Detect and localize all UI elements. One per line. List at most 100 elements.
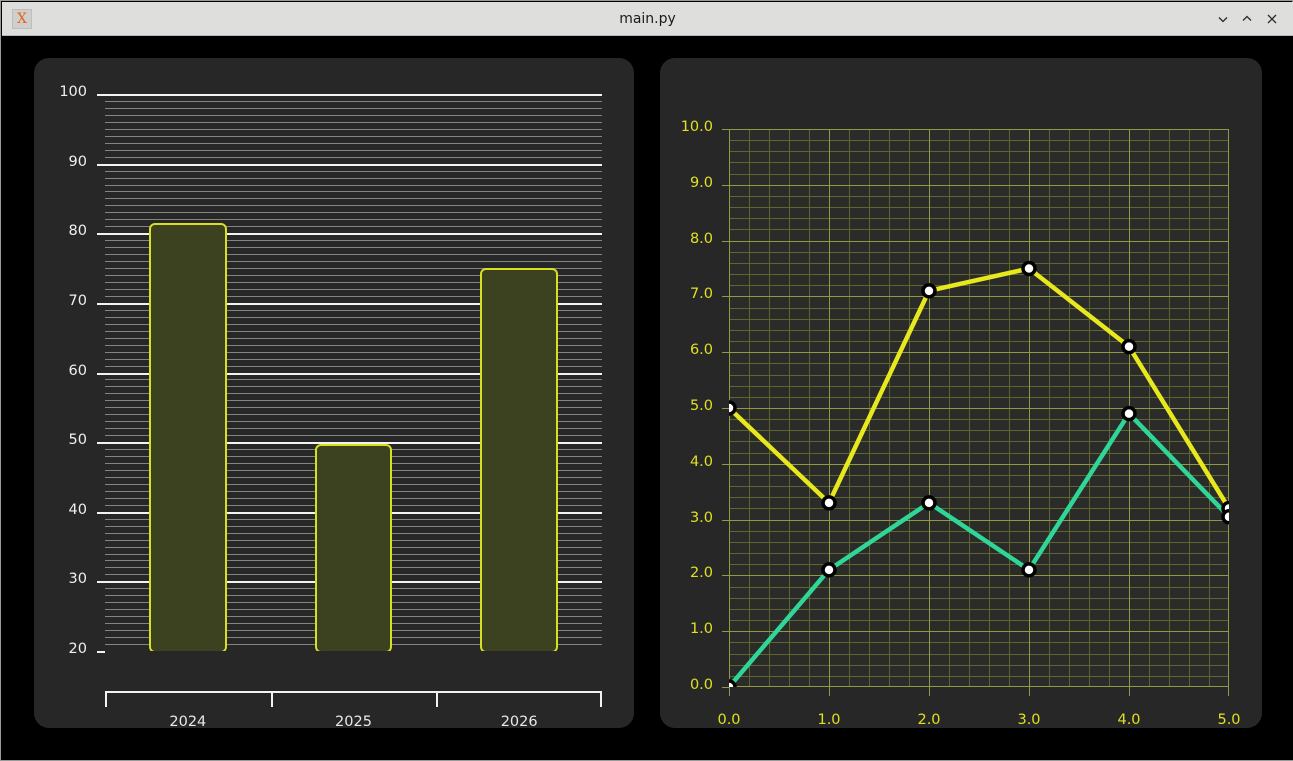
line-chart-minor-gridline-h	[729, 363, 1229, 365]
bar-chart-minor-gridline	[105, 365, 602, 367]
line-chart-data-point-marker[interactable]	[921, 283, 937, 299]
line-chart-y-tick	[722, 352, 729, 354]
line-chart-minor-gridline-h	[729, 374, 1229, 376]
line-chart-data-point-marker[interactable]	[1021, 562, 1037, 578]
bar-chart-x-tick	[600, 693, 602, 707]
bar-chart-x-tick-label: 2024	[169, 714, 207, 730]
line-chart-y-tick	[722, 129, 729, 130]
line-chart-data-point-marker[interactable]	[729, 679, 737, 687]
line-chart-data-point-marker[interactable]	[1021, 260, 1037, 277]
line-chart-x-tick-label: 0.0	[717, 712, 741, 728]
line-chart-major-gridline-v	[1228, 129, 1229, 687]
line-chart-major-gridline-h	[729, 129, 1229, 130]
bar-chart-minor-gridline	[105, 114, 602, 116]
bar-chart-minor-gridline	[105, 379, 602, 381]
bar-chart-minor-gridline	[105, 149, 602, 151]
bar-chart-minor-gridline	[105, 337, 602, 339]
bar-chart-minor-gridline	[105, 107, 602, 109]
bar-chart-y-tick	[97, 651, 105, 653]
line-chart-minor-gridline-h	[729, 564, 1229, 566]
bar-chart-minor-gridline	[105, 435, 602, 437]
line-chart-y-tick-label: 9.0	[689, 174, 713, 191]
bar-chart-y-tick-label: 30	[68, 571, 87, 588]
line-chart-minor-gridline-h	[729, 497, 1229, 499]
bar-chart-minor-gridline	[105, 177, 602, 179]
line-chart-major-gridline-h	[729, 296, 1229, 298]
title-bar[interactable]: X main.py	[2, 2, 1293, 36]
line-chart-minor-gridline-h	[729, 608, 1229, 610]
line-chart-data-point-marker[interactable]	[1121, 405, 1137, 422]
line-chart-y-tick	[722, 463, 729, 465]
line-chart-minor-gridline-h	[729, 162, 1229, 164]
line-chart-y-tick	[722, 519, 729, 521]
line-chart-minor-gridline-h	[729, 307, 1229, 309]
line-chart-y-tick-label: 0.0	[689, 677, 713, 693]
bar-chart-minor-gridline	[105, 414, 602, 416]
line-chart-data-point-marker[interactable]	[821, 495, 837, 511]
line-chart-major-gridline-h	[729, 686, 1229, 687]
bar-chart-y-tick	[97, 302, 105, 305]
bar-chart-bar[interactable]	[148, 222, 227, 651]
bar-chart-minor-gridline	[105, 351, 602, 353]
line-chart-series-line	[729, 411, 1229, 687]
line-chart-data-point-marker[interactable]	[821, 562, 837, 578]
line-chart-data-point-marker[interactable]	[1121, 338, 1137, 355]
bar-chart-minor-gridline	[105, 191, 602, 193]
line-chart-major-gridline-h	[729, 408, 1229, 409]
line-chart-minor-gridline-h	[729, 474, 1229, 476]
bar-chart-y-tick	[97, 581, 105, 584]
bar-chart-major-gridline	[105, 163, 602, 166]
bar-chart-minor-gridline	[105, 421, 602, 423]
line-chart-x-tick-label: 5.0	[1217, 712, 1241, 728]
bar-chart-y-tick-label: 100	[59, 84, 87, 100]
bar-chart-major-gridline	[105, 94, 602, 96]
bar-chart-y-tick	[97, 372, 105, 375]
bar-chart-bar[interactable]	[480, 268, 559, 651]
bar-chart-x-axis-line	[105, 691, 602, 693]
line-chart-minor-gridline-h	[729, 151, 1229, 153]
line-chart-minor-gridline-h	[729, 274, 1229, 276]
line-chart-major-gridline-v	[929, 129, 930, 687]
bar-chart-minor-gridline	[105, 170, 602, 172]
line-chart-series-layer	[729, 260, 1229, 687]
bar-chart-plot-area	[105, 94, 602, 651]
line-chart-minor-gridline-h	[729, 486, 1229, 488]
charts-content-area: 100 90 80 70 60 50 40 30 20 2024 2025 2026 0.0 1.0 2.…	[2, 36, 1293, 760]
line-chart-minor-gridline-h	[729, 207, 1229, 209]
minimize-button[interactable]	[1213, 9, 1233, 29]
line-chart-y-tick	[722, 575, 729, 577]
line-chart-y-tick-label: 2.0	[689, 565, 713, 582]
line-chart-data-point-marker[interactable]	[729, 400, 737, 416]
bar-chart-minor-gridline	[105, 198, 602, 200]
bar-chart-major-gridline	[105, 302, 602, 305]
bar-chart-y-tick-label: 70	[68, 292, 87, 309]
close-button[interactable]	[1262, 9, 1282, 29]
line-chart-y-tick	[722, 631, 729, 633]
bar-chart-y-tick-label: 40	[68, 501, 87, 518]
bar-chart-minor-gridline	[105, 261, 602, 263]
line-chart-minor-gridline-h	[729, 419, 1229, 421]
bar-chart-major-gridline	[105, 233, 602, 236]
app-icon: X	[12, 9, 32, 29]
line-chart-minor-gridline-h	[729, 675, 1229, 677]
line-chart-minor-gridline-h	[729, 664, 1229, 666]
line-chart-major-gridline-h	[729, 631, 1229, 633]
line-chart-minor-gridline-h	[729, 173, 1229, 175]
bar-chart-x-tick	[270, 693, 273, 707]
line-chart-x-tick-label: 1.0	[817, 712, 841, 728]
bar-chart-y-tick	[97, 163, 105, 166]
line-chart-y-tick	[722, 296, 729, 298]
bar-chart-minor-gridline	[105, 295, 602, 297]
line-chart-minor-gridline-h	[729, 285, 1229, 287]
line-chart-data-point-marker[interactable]	[1221, 509, 1229, 525]
bar-chart-bar[interactable]	[314, 444, 393, 651]
bar-chart-minor-gridline	[105, 142, 602, 144]
bar-chart-minor-gridline	[105, 288, 602, 290]
maximize-button[interactable]	[1237, 9, 1257, 29]
line-chart-data-point-marker[interactable]	[921, 495, 937, 511]
line-chart-y-tick-label: 3.0	[689, 509, 713, 526]
line-chart-y-tick	[722, 184, 729, 186]
line-chart-minor-gridline-h	[729, 441, 1229, 443]
line-chart-x-tick	[929, 687, 930, 696]
line-chart-x-tick-label: 3.0	[1017, 712, 1041, 728]
